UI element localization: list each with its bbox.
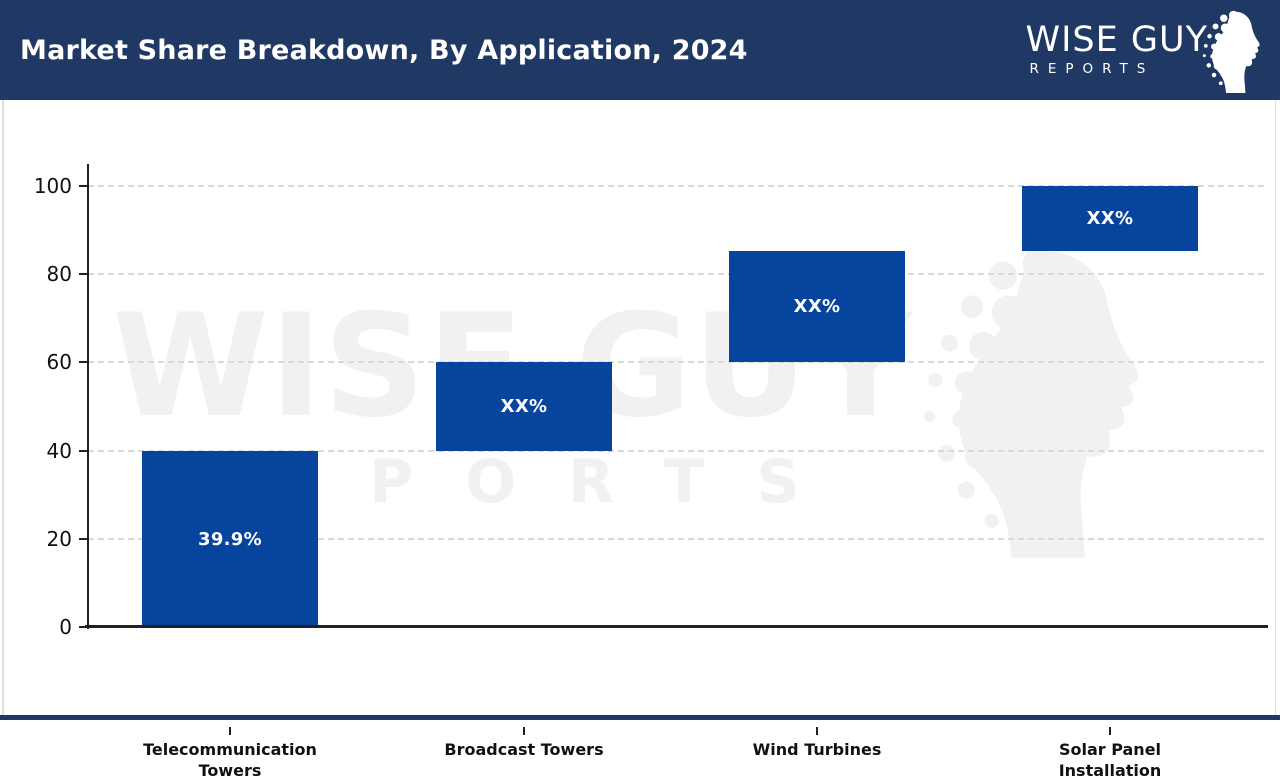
gridline	[88, 273, 1268, 276]
right-border	[1274, 100, 1276, 715]
y-tick-mark	[79, 361, 87, 364]
gridline	[88, 361, 1268, 364]
x-tick-label: Broadcast Towers	[444, 740, 604, 759]
bar-value-label: XX%	[793, 296, 841, 318]
bar-segment: XX%	[729, 250, 905, 363]
bar-segment: XX%	[1022, 186, 1198, 251]
watermark-head-profile-icon	[893, 233, 1175, 558]
footer-bar	[0, 715, 1280, 720]
y-tick-label: 0	[59, 615, 72, 639]
x-tick-label: Wind Turbines	[752, 740, 882, 759]
gridline	[88, 185, 1268, 187]
brand-logo: WISE GUY REPORTS	[1025, 4, 1270, 96]
logo-wordmark: WISE GUY REPORTS	[1025, 20, 1208, 78]
bar-value-label: 39.9%	[198, 528, 262, 550]
header: Market Share Breakdown, By Application, …	[0, 0, 1280, 100]
waterfall-chart: WISE GUY REPORTS 0 20 40 60 80 100 39.9% Teleco…	[0, 100, 1280, 780]
x-tick-mark	[816, 727, 818, 735]
y-tick-mark	[79, 626, 87, 628]
y-tick-mark	[79, 537, 87, 540]
gridline	[88, 449, 1268, 452]
x-tick-label: Solar Panel Installation	[1058, 740, 1162, 780]
x-tick-label: Telecommunication Towers	[143, 740, 317, 780]
y-tick-label: 60	[46, 350, 72, 375]
y-tick-label: 40	[46, 438, 72, 463]
x-tick-mark	[1109, 727, 1111, 735]
gridline	[88, 537, 1268, 540]
y-tick-mark	[79, 449, 87, 452]
page-title: Market Share Breakdown, By Application, …	[20, 34, 748, 66]
bar-segment: 39.9%	[142, 451, 318, 627]
y-tick-mark	[79, 273, 87, 276]
x-tick-mark	[523, 727, 525, 735]
logo-wordmark-line1: WISE GUY	[1025, 20, 1208, 60]
x-tick-mark	[229, 727, 231, 735]
bar-value-label: XX%	[500, 396, 548, 418]
y-tick-label: 20	[46, 526, 72, 551]
y-tick-mark	[79, 185, 87, 187]
y-tick-label: 80	[46, 262, 72, 287]
left-border	[2, 100, 4, 715]
x-axis-line	[85, 625, 1268, 628]
y-tick-label: 100	[33, 174, 72, 198]
bar-value-label: XX%	[1086, 207, 1134, 229]
bar-segment: XX%	[436, 362, 612, 452]
logo-wordmark-line2: REPORTS	[1029, 61, 1155, 77]
y-axis-spine	[87, 164, 89, 629]
